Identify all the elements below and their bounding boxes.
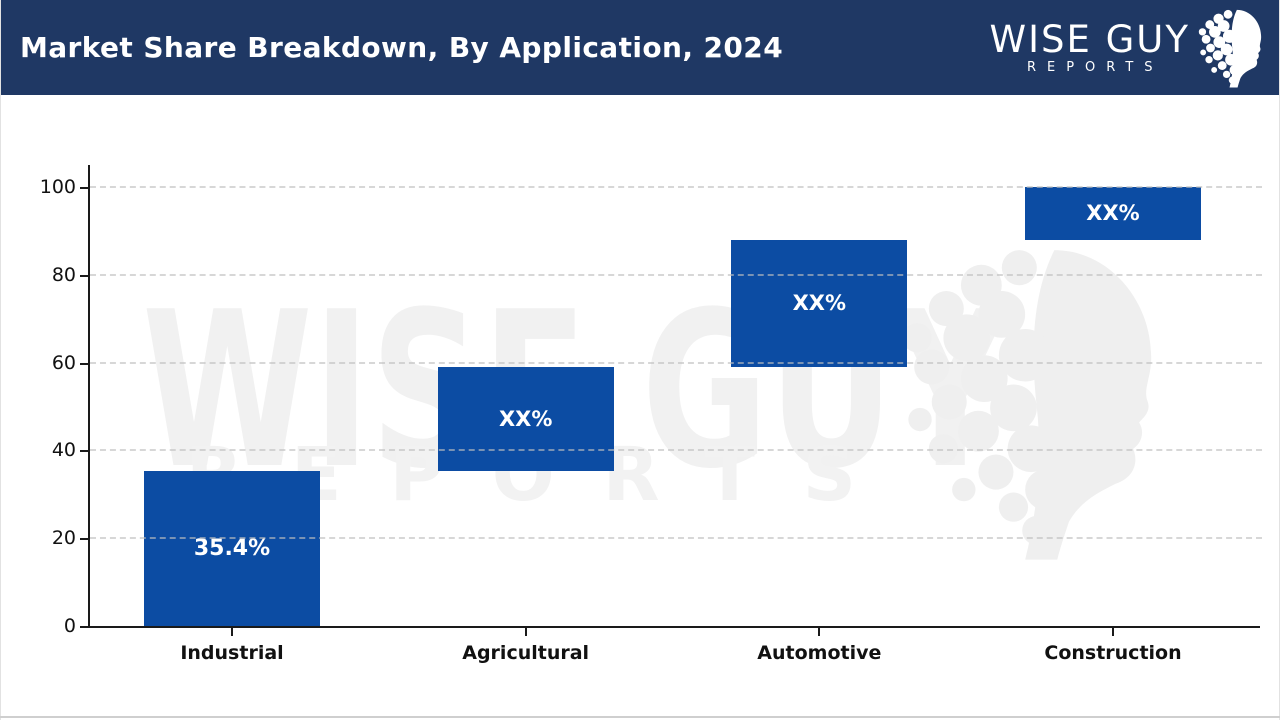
y-axis-tick [80,626,88,628]
logo-brand-subtitle: REPORTS [1026,60,1164,75]
bar-agricultural: XX% [437,366,614,471]
plot-area: 35.4% XX% XX% XX% 0 20 40 60 80 100 Industrial Agri… [40,165,1262,664]
y-axis-tick [80,538,88,541]
y-axis-tick [80,362,88,365]
gridline [90,273,1262,276]
wiseguy-logo: WISE GUY REPORTS [990,6,1268,90]
x-axis-category-label: Construction [1044,642,1182,664]
bar-construction: XX% [1025,187,1201,240]
x-axis-category-label: Industrial [180,642,284,664]
bar-value-label: 35.4% [193,535,271,561]
bar-industrial: 35.4% [144,470,320,626]
wiseguy-face-icon [1194,7,1268,89]
y-axis-tick-label: 0 [63,615,76,637]
x-axis-tick [818,628,821,636]
y-axis-tick-label: 100 [39,176,76,198]
y-axis-tick [80,274,88,277]
bar-value-label: XX% [792,291,847,316]
x-axis-category-label: Automotive [757,642,882,664]
gridline [90,361,1262,364]
bottom-rule [0,716,1280,718]
bar-automotive: XX% [731,239,908,367]
y-axis-tick [80,450,88,453]
gridline [90,449,1262,452]
y-axis-tick-label: 80 [51,263,76,286]
x-axis-tick [231,628,233,636]
y-axis-tick-label: 20 [51,527,76,550]
gridline [90,186,1262,188]
x-axis-category-label: Agricultural [462,642,590,664]
wiseguy-logo-text: WISE GUY REPORTS [990,20,1190,76]
x-axis-tick [1112,628,1114,636]
gridline [90,537,1262,540]
bar-value-label: XX% [1086,201,1140,226]
bar-value-label: XX% [498,406,553,431]
y-axis-tick-label: 60 [51,351,76,374]
y-axis-tick [80,187,88,189]
y-axis-tick-label: 40 [51,439,76,462]
logo-brand-name: WISE GUY [989,18,1190,61]
chart-title: Market Share Breakdown, By Application, … [20,31,784,64]
x-axis-tick [524,628,527,636]
header-bar: Market Share Breakdown, By Application, … [0,0,1280,95]
